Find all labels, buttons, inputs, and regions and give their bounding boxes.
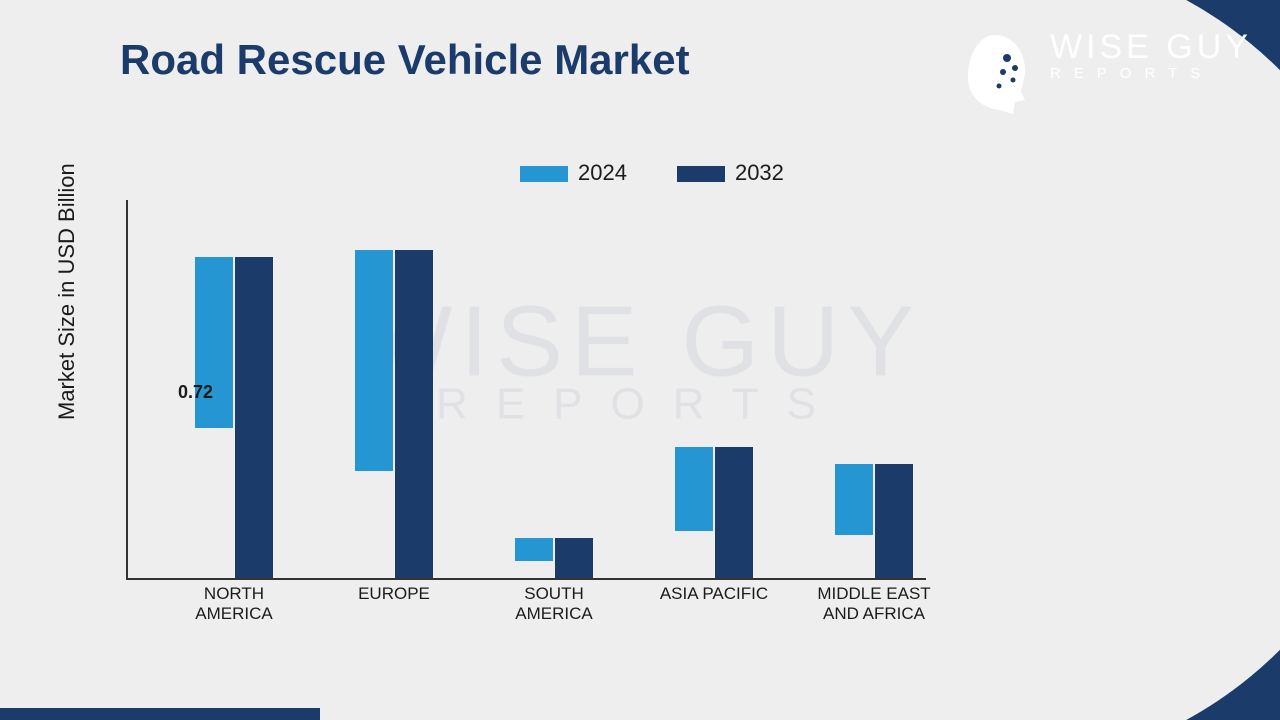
category-label: EUROPE: [334, 578, 454, 604]
legend-label-2032: 2032: [735, 160, 784, 185]
legend-label-2024: 2024: [578, 160, 627, 185]
brand-line2: REPORTS: [1050, 65, 1252, 82]
category-label: SOUTH AMERICA: [494, 578, 614, 623]
chart-title: Road Rescue Vehicle Market: [120, 36, 690, 84]
legend-item-2024: 2024: [520, 160, 627, 186]
bar: [835, 464, 873, 535]
bar: [355, 250, 393, 471]
legend-swatch-2024: [520, 166, 568, 182]
y-axis-label: Market Size in USD Billion: [54, 163, 80, 420]
chart-area: 2024 2032 Market Size in USD Billion NOR…: [60, 160, 940, 690]
legend: 2024 2032: [520, 160, 784, 186]
bar: [875, 464, 913, 578]
plot-area: NORTH AMERICA0.72 EUROPE SOUTH AMERICA ASIA…: [126, 200, 926, 580]
bar-group: NORTH AMERICA: [174, 257, 294, 578]
bar-group: EUROPE: [334, 250, 454, 578]
legend-item-2032: 2032: [677, 160, 784, 186]
category-label: MIDDLE EAST AND AFRICA: [814, 578, 934, 623]
bar-group: ASIA PACIFIC: [654, 447, 774, 578]
brand-logo: WISE GUY REPORTS: [1050, 28, 1252, 82]
brand-head-icon: [955, 30, 1035, 120]
canvas: WISE GUY REPORTS Road Rescue Vehicle Mar…: [0, 0, 1280, 720]
bottom-accent-bar: [0, 708, 320, 720]
value-label: 0.72: [178, 382, 213, 403]
bar-group: MIDDLE EAST AND AFRICA: [814, 464, 934, 578]
legend-swatch-2032: [677, 166, 725, 182]
bar: [395, 250, 433, 578]
bar: [715, 447, 753, 578]
category-label: ASIA PACIFIC: [654, 578, 774, 604]
bar: [515, 538, 553, 562]
brand-line1: WISE GUY: [1050, 28, 1252, 67]
category-label: NORTH AMERICA: [174, 578, 294, 623]
bar: [675, 447, 713, 530]
bar: [555, 538, 593, 578]
bar-group: SOUTH AMERICA: [494, 538, 614, 578]
bar: [235, 257, 273, 578]
